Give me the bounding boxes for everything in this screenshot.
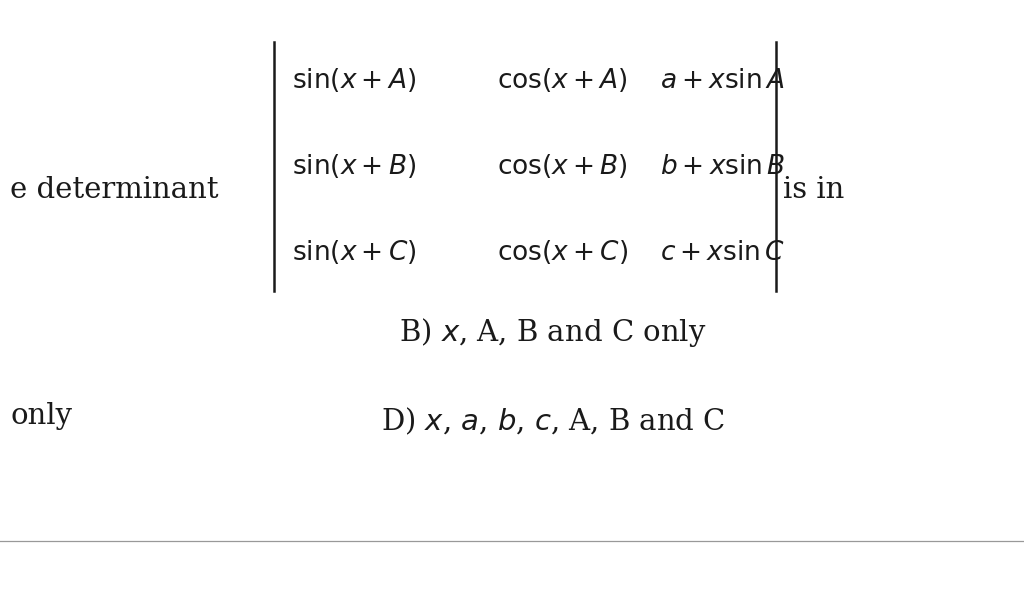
Text: $\cos(x+B)$: $\cos(x+B)$ (497, 152, 628, 181)
Text: $\sin(x+B)$: $\sin(x+B)$ (292, 152, 416, 181)
Text: $\cos(x+A)$: $\cos(x+A)$ (497, 66, 628, 94)
Text: B) $x$, A, B and C only: B) $x$, A, B and C only (399, 316, 707, 349)
Text: $\sin(x+A)$: $\sin(x+A)$ (292, 66, 416, 94)
Text: is in: is in (783, 176, 845, 204)
Text: e determinant: e determinant (10, 176, 219, 204)
Text: $b+x\sin B$: $b+x\sin B$ (660, 154, 785, 179)
Text: $a+x\sin A$: $a+x\sin A$ (660, 68, 785, 93)
Text: D) $x$, $a$, $b$, $c$, A, B and C: D) $x$, $a$, $b$, $c$, A, B and C (381, 406, 725, 437)
Text: $\cos(x+C)$: $\cos(x+C)$ (497, 238, 628, 267)
Text: $\sin(x+C)$: $\sin(x+C)$ (292, 238, 417, 267)
Text: only: only (10, 402, 73, 430)
Text: $c+x\sin C$: $c+x\sin C$ (660, 240, 785, 265)
